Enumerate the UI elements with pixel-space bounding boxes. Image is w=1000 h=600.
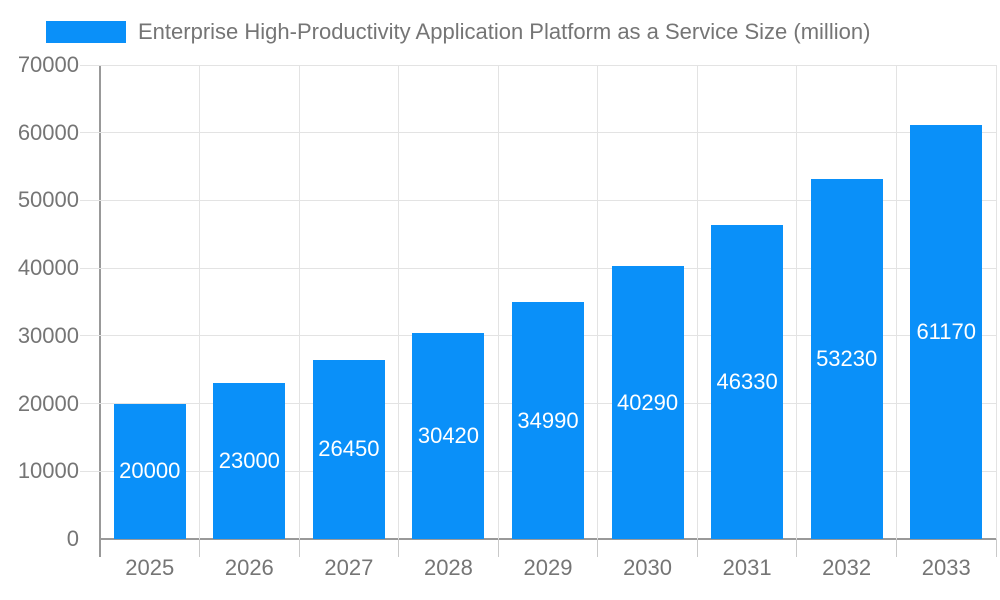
x-axis-tick-label: 2028 [423,555,473,580]
x-axis-tick [298,539,300,557]
y-axis-tick-label: 60000 [17,119,79,145]
bar-2032[interactable] [810,178,883,539]
legend-swatch-icon [46,21,126,43]
v-gridline [497,65,499,539]
bar-2031[interactable] [711,225,784,539]
x-axis-tick [199,539,201,557]
h-gridline [100,64,996,66]
x-axis-tick [796,539,798,557]
v-gridline [796,65,798,539]
y-axis-tick-label: 50000 [17,187,79,213]
bar-2033[interactable] [910,124,983,539]
y-axis-tick-label: 10000 [17,458,79,484]
bar-2025[interactable] [113,403,186,539]
v-gridline [398,65,400,539]
x-axis-tick [995,539,997,557]
bar-2030[interactable] [611,266,684,539]
x-axis-tick [398,539,400,557]
h-gridline [100,199,996,201]
y-axis-tick-label: 30000 [17,322,79,348]
y-axis-tick [80,267,100,269]
x-axis-tick [895,539,897,557]
y-axis-tick-label: 40000 [17,255,79,281]
y-axis-tick [80,403,100,405]
bar-2028[interactable] [412,333,485,539]
x-axis-tick-label: 2029 [523,555,573,580]
y-axis-tick [80,199,100,201]
v-gridline [199,65,201,539]
v-gridline [597,65,599,539]
x-axis-tick-label: 2025 [125,555,175,580]
x-axis-tick-label: 2027 [324,555,374,580]
bar-2026[interactable] [213,383,286,539]
x-axis-tick-label: 2033 [921,555,971,580]
x-axis-tick-label: 2032 [822,555,872,580]
v-gridline [995,65,997,539]
y-axis-tick [80,132,100,134]
v-gridline [696,65,698,539]
v-gridline [895,65,897,539]
y-axis-line [99,65,101,539]
x-axis-tick [497,539,499,557]
x-axis-tick-label: 2030 [623,555,673,580]
x-axis-tick [597,539,599,557]
y-axis-tick [80,64,100,66]
legend[interactable]: Enterprise High-Productivity Application… [46,18,870,46]
legend-label: Enterprise High-Productivity Application… [138,19,871,44]
x-axis-tick [696,539,698,557]
y-axis-tick [80,335,100,337]
x-axis-tick-label: 2026 [224,555,274,580]
v-gridline [298,65,300,539]
y-axis-tick-label: 20000 [17,390,79,416]
y-axis-tick [80,470,100,472]
h-gridline [100,132,996,134]
x-axis-tick-label: 2031 [722,555,772,580]
h-gridline [100,267,996,269]
x-axis-tick [99,539,101,557]
y-axis-tick-label: 0 [66,526,79,551]
bar-2029[interactable] [512,302,584,539]
bar-2027[interactable] [312,359,385,539]
y-axis-tick-label: 70000 [17,52,79,77]
x-axis-line [100,538,996,540]
